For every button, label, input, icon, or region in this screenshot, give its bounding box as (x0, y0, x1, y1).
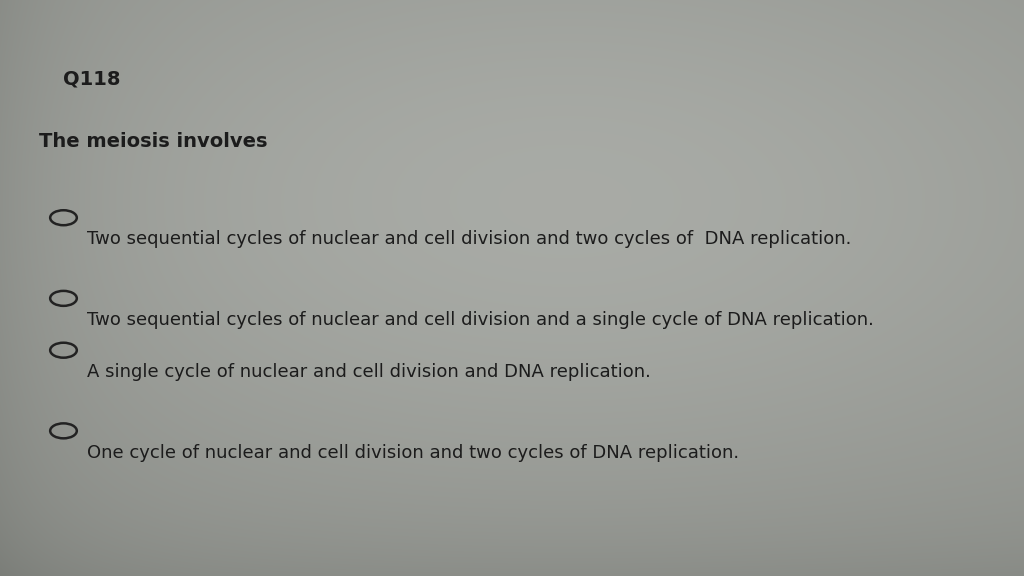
Text: The meiosis involves: The meiosis involves (39, 132, 267, 151)
Text: Two sequential cycles of nuclear and cell division and a single cycle of DNA rep: Two sequential cycles of nuclear and cel… (87, 311, 873, 329)
Text: Q118: Q118 (63, 69, 121, 88)
Text: Two sequential cycles of nuclear and cell division and two cycles of  DNA replic: Two sequential cycles of nuclear and cel… (87, 230, 851, 248)
Text: A single cycle of nuclear and cell division and DNA replication.: A single cycle of nuclear and cell divis… (87, 363, 651, 381)
Text: One cycle of nuclear and cell division and two cycles of DNA replication.: One cycle of nuclear and cell division a… (87, 444, 739, 461)
